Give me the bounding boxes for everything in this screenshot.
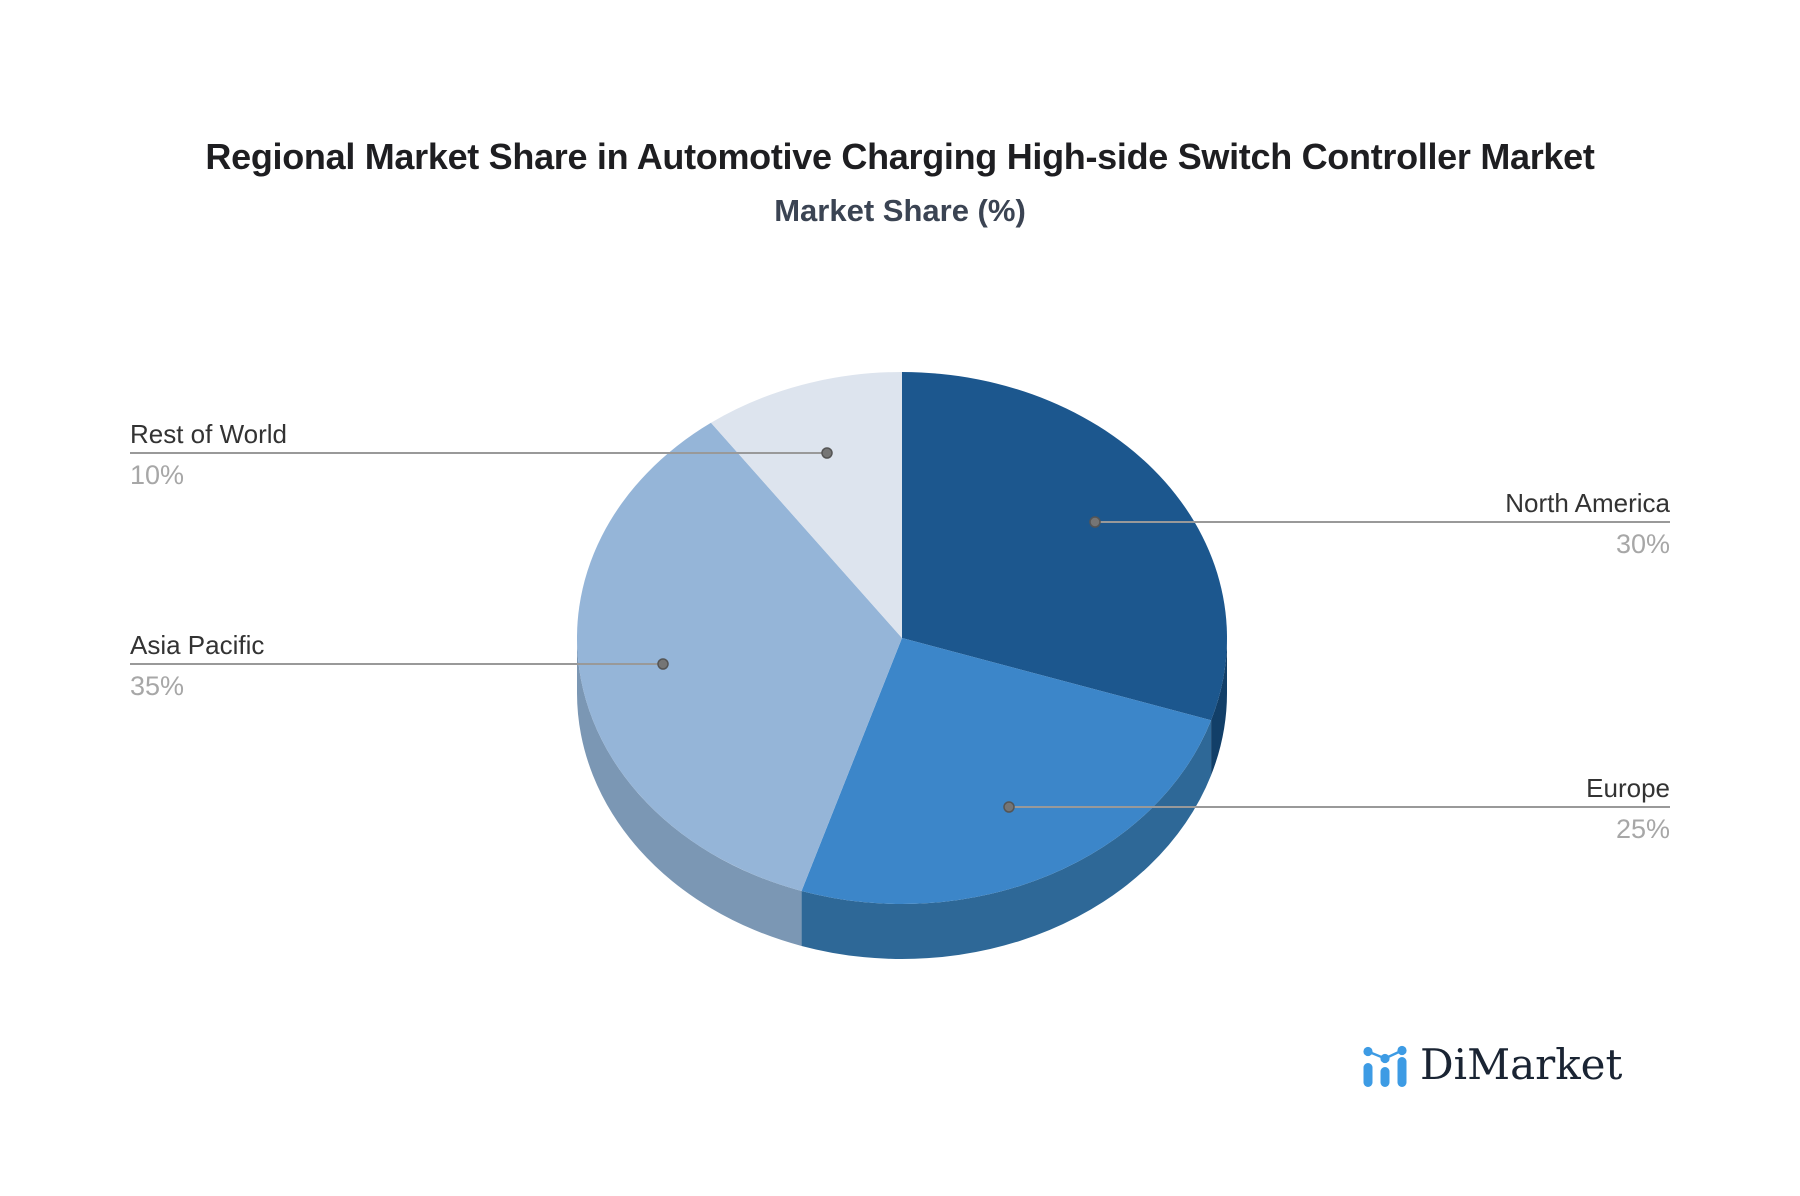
pie-slice-rest-of-world[interactable]: [710, 372, 902, 638]
brand-logo: DiMarket: [1362, 1042, 1622, 1088]
leader-dot-asia-pacific: [657, 658, 669, 670]
leader-dot-rest-of-world: [821, 447, 833, 459]
slice-value-europe: 25%: [1616, 814, 1670, 844]
logo-text: DiMarket: [1420, 1040, 1623, 1089]
slice-label-north-america: North America: [1505, 488, 1670, 518]
slice-value-rest-of-world: 10%: [130, 460, 184, 490]
pie-slice-side-europe: [801, 720, 1212, 959]
pie-slice-europe[interactable]: [801, 638, 1212, 904]
leader-dot-north-america: [1089, 516, 1101, 528]
slice-value-north-america: 30%: [1616, 529, 1670, 559]
pie-slice-side-north-america: [1211, 638, 1227, 776]
logo-bar-chart-icon: [1363, 1045, 1407, 1087]
leader-dot-europe: [1003, 801, 1015, 813]
slice-value-asia-pacific: 35%: [130, 671, 184, 701]
slice-label-rest-of-world: Rest of World: [130, 419, 287, 449]
chart-subtitle: Market Share (%): [774, 193, 1026, 228]
slice-label-asia-pacific: Asia Pacific: [130, 630, 264, 660]
chart-title: Regional Market Share in Automotive Char…: [205, 136, 1595, 177]
pie-slice-asia-pacific[interactable]: [576, 422, 902, 891]
pie-slice-side-asia-pacific: [577, 638, 802, 946]
slice-label-europe: Europe: [1586, 773, 1670, 803]
pie-slice-north-america[interactable]: [902, 372, 1227, 721]
